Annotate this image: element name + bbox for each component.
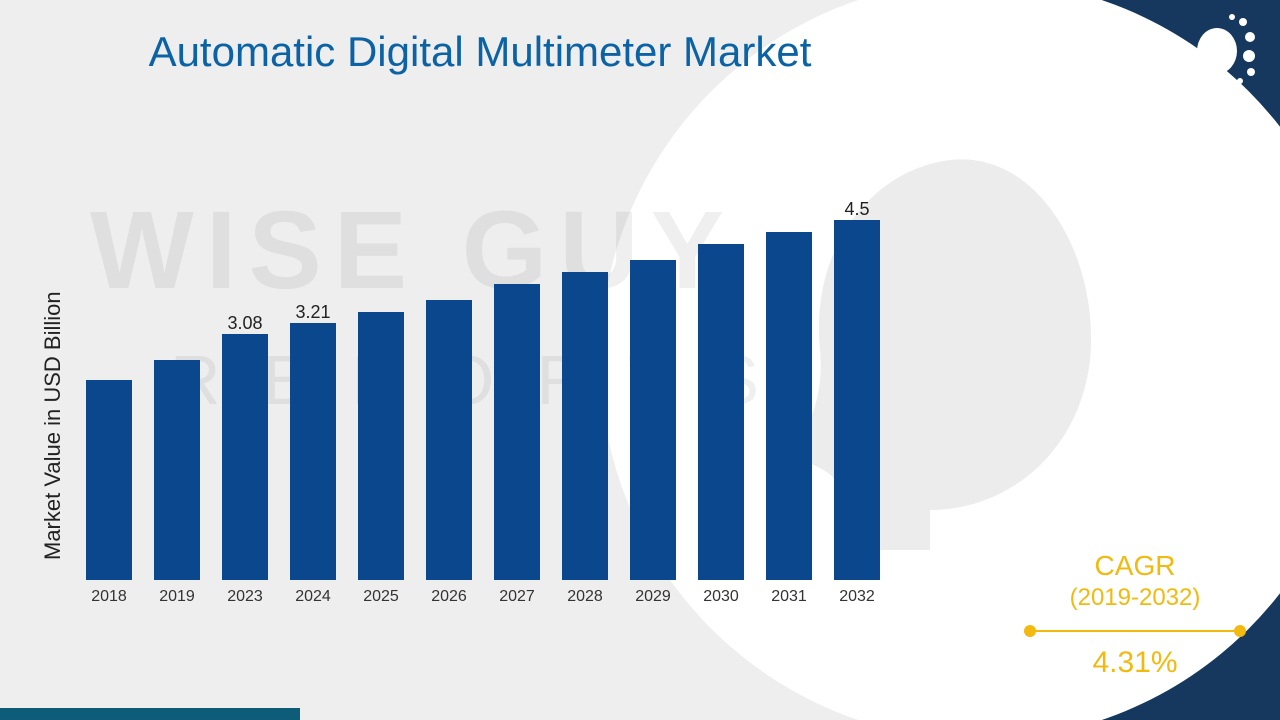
x-category-label: 2027 [499, 588, 535, 606]
brand-main-row: WISE GUY [992, 12, 1258, 92]
x-category-label: 2030 [703, 588, 739, 606]
cagr-block: CAGR (2019-2032) 4.31% [990, 550, 1280, 680]
x-category-label: 2032 [839, 588, 875, 606]
bar: 4.5 [834, 220, 880, 580]
bar-chart: 201820193.0820233.2120242025202620272028… [86, 160, 896, 600]
bar-value-label: 4.5 [844, 199, 869, 220]
x-category-label: 2025 [363, 588, 399, 606]
bar [766, 232, 812, 580]
bar [426, 300, 472, 580]
cagr-title: CAGR [990, 550, 1280, 582]
cagr-value: 4.31% [990, 646, 1280, 680]
brand-name: WISE GUY [992, 13, 1175, 91]
x-category-label: 2029 [635, 588, 671, 606]
x-category-label: 2028 [567, 588, 603, 606]
x-category-label: 2018 [91, 588, 127, 606]
cagr-range: (2019-2032) [990, 584, 1280, 612]
x-category-label: 2026 [431, 588, 467, 606]
x-category-label: 2023 [227, 588, 263, 606]
bar-value-label: 3.08 [227, 313, 262, 334]
bar [494, 284, 540, 580]
bar [86, 380, 132, 580]
brand-head-icon [1189, 12, 1258, 92]
x-category-label: 2019 [159, 588, 195, 606]
cagr-divider [1030, 630, 1240, 632]
y-axis-label: Market Value in USD Billion [40, 291, 66, 560]
bar [698, 244, 744, 580]
bar [154, 360, 200, 580]
bar-value-label: 3.21 [295, 302, 330, 323]
footer-accent-bar [0, 708, 300, 720]
bar [358, 312, 404, 580]
infographic-stage: WISE GUY REPORTS Automatic Digital Multi… [0, 0, 1280, 720]
bar [630, 260, 676, 580]
x-category-label: 2031 [771, 588, 807, 606]
bar [562, 272, 608, 580]
chart-title: Automatic Digital Multimeter Market [0, 28, 960, 76]
x-category-label: 2024 [295, 588, 331, 606]
bar: 3.21 [290, 323, 336, 580]
bar: 3.08 [222, 334, 268, 580]
brand-block: WISE GUY R E P O R T S [992, 12, 1258, 104]
